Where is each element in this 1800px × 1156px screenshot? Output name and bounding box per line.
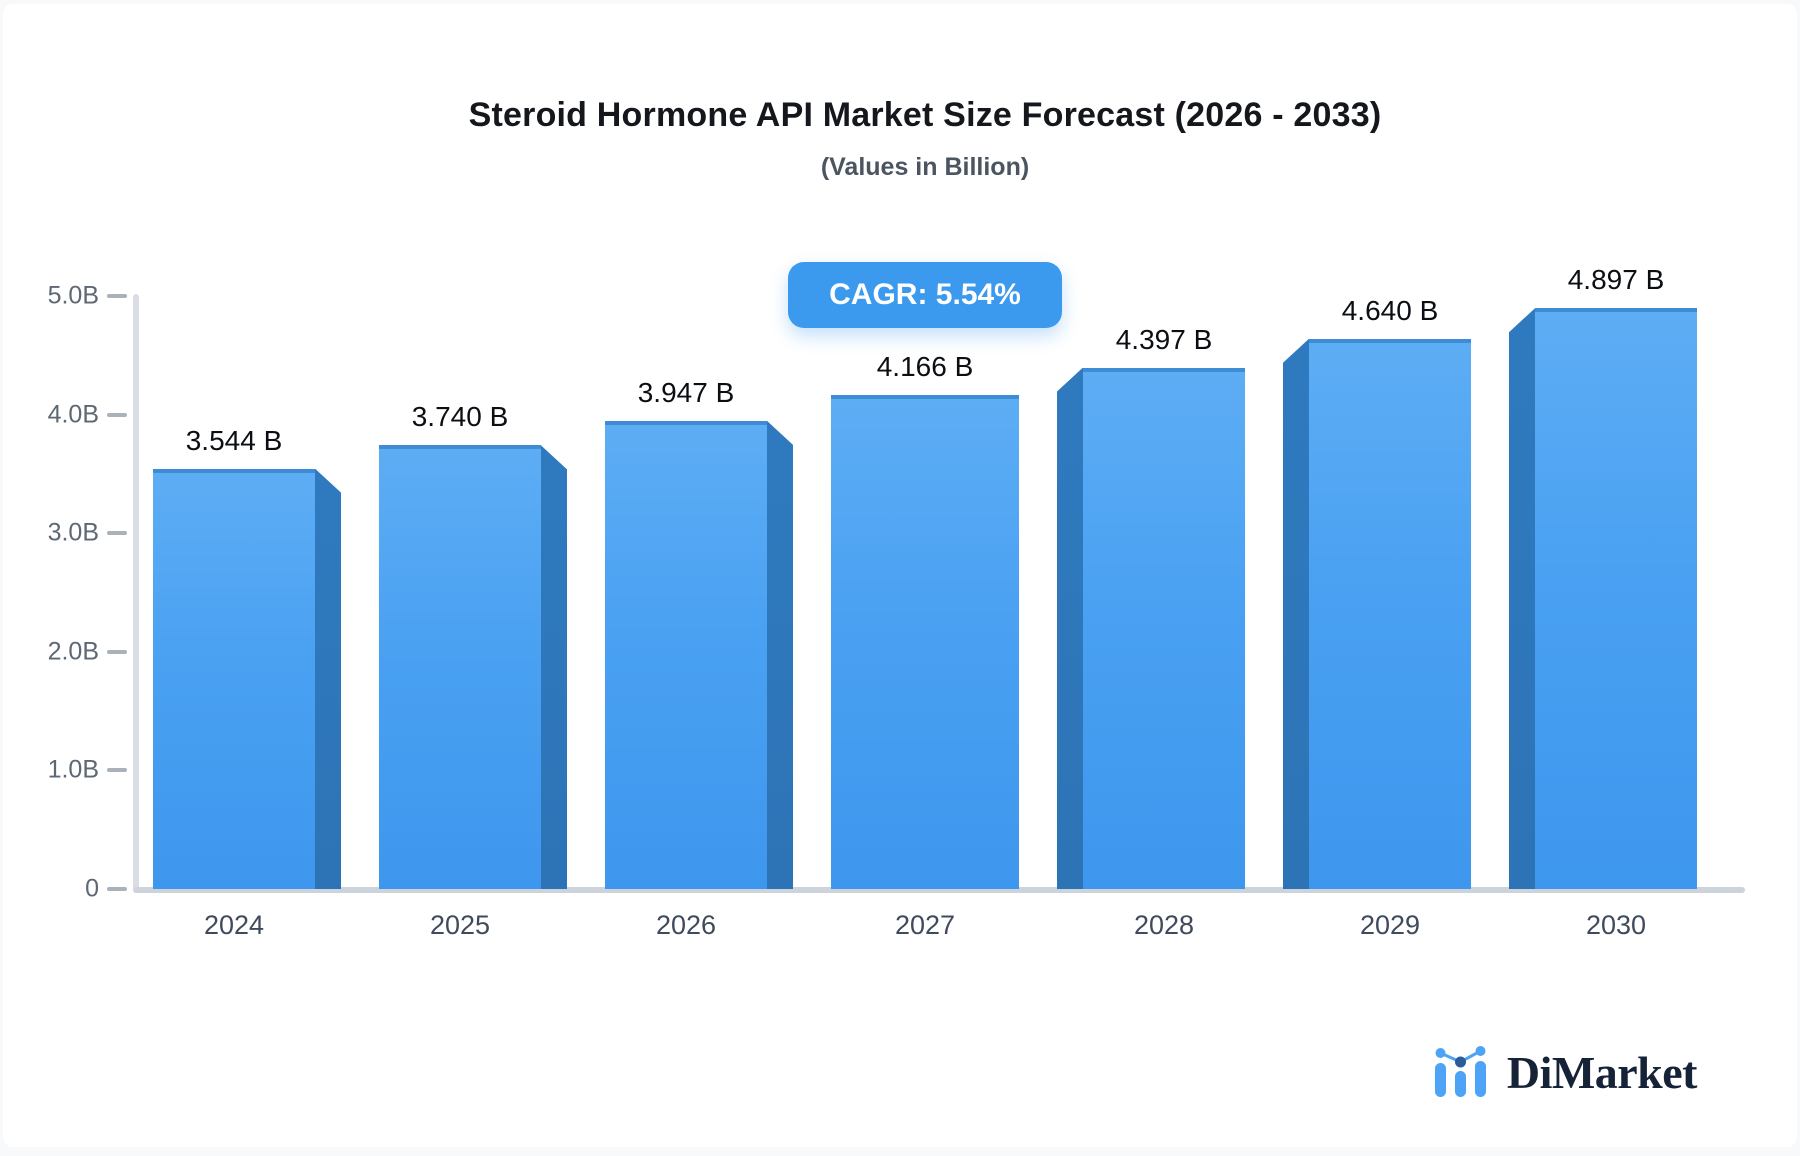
chart-title: Steroid Hormone API Market Size Forecast… (468, 96, 1382, 134)
y-axis-tick (107, 412, 127, 417)
x-axis-baseline (133, 887, 1745, 893)
bar-side-face (315, 468, 341, 889)
bar-2026 (605, 420, 793, 889)
bar-side-face (1057, 367, 1083, 889)
y-axis-label: 1.0B (47, 755, 99, 784)
bar-face (153, 468, 315, 889)
y-axis-label: 5.0B (47, 281, 99, 310)
y-axis-label: 4.0B (47, 400, 99, 429)
x-axis-label: 2024 (203, 910, 265, 940)
bar-side-face (767, 420, 793, 889)
bar-2028 (1057, 367, 1245, 889)
bar-face (831, 394, 1019, 889)
brand-logo: DiMarket (1429, 1043, 1698, 1101)
bar-value-label: 4.897 B (1567, 264, 1665, 296)
bar-value-label: 3.740 B (411, 401, 509, 433)
bar-value-label: 4.166 B (876, 350, 974, 382)
bar-value-label: 3.544 B (185, 424, 283, 456)
bar-face (1309, 338, 1471, 889)
chart-subtitle: (Values in Billion) (820, 153, 1030, 181)
y-axis-label: 3.0B (47, 518, 99, 547)
bar-2027 (831, 394, 1019, 889)
bar-side-face (1283, 338, 1309, 889)
bar-value-label: 4.640 B (1341, 294, 1439, 326)
x-axis-label: 2028 (1133, 910, 1195, 940)
brand-name: DiMarket (1506, 1046, 1698, 1098)
bar-side-face (541, 445, 567, 889)
bar-2024 (153, 468, 341, 889)
bar-face (1535, 308, 1697, 889)
y-axis-label: 0 (85, 874, 99, 903)
bar-face (605, 420, 767, 889)
bar-value-label: 4.397 B (1115, 323, 1213, 355)
x-axis-label: 2027 (894, 910, 956, 940)
x-axis-label: 2029 (1359, 910, 1421, 940)
y-axis-tick (107, 531, 127, 536)
bar-2029 (1283, 338, 1471, 889)
y-axis-tick (107, 649, 127, 654)
x-axis-label: 2026 (655, 910, 717, 940)
bar-chart-logo-icon (1434, 1046, 1486, 1097)
y-axis-line (133, 294, 139, 890)
bar-face (1083, 367, 1245, 889)
chart-card: Steroid Hormone API Market Size Forecast… (3, 4, 1797, 1147)
bar-value-label: 3.947 B (637, 376, 735, 408)
x-axis-label: 2030 (1585, 910, 1647, 940)
cagr-badge: CAGR: 5.54% (788, 262, 1062, 328)
bar-side-face (1509, 308, 1535, 889)
y-axis-tick (107, 294, 127, 298)
bar-2030 (1509, 308, 1697, 889)
bar-face (379, 445, 541, 889)
y-axis-tick (107, 768, 127, 773)
bar-2025 (379, 445, 567, 889)
y-axis-label: 2.0B (47, 637, 99, 666)
x-axis-label: 2025 (429, 910, 491, 940)
chart-header: Steroid Hormone API Market Size Forecast… (47, 96, 1800, 182)
y-axis-tick (107, 887, 127, 891)
